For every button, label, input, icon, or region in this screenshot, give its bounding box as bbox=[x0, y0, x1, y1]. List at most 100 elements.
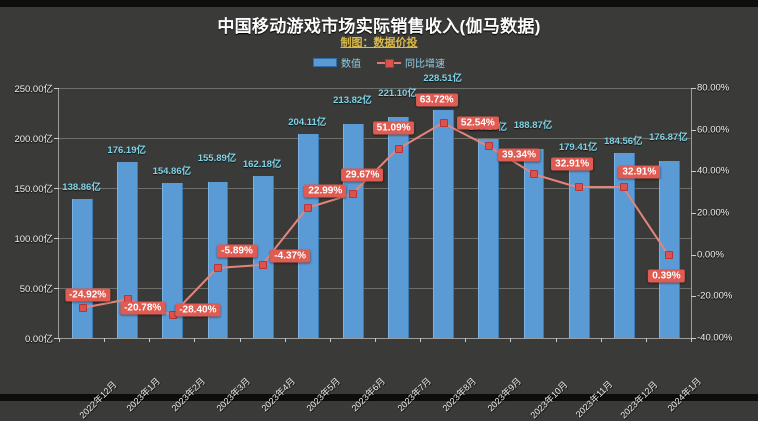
legend-line-swatch-icon bbox=[377, 58, 401, 68]
x-axis-tick-mark bbox=[329, 338, 331, 342]
line-value-label: 51.09% bbox=[372, 121, 415, 135]
x-axis-tick-mark bbox=[194, 338, 196, 342]
bar-value-label: 184.56亿 bbox=[604, 136, 643, 148]
bar-2023年7月[interactable] bbox=[388, 116, 410, 338]
chart-title: 中国移动游戏市场实际销售收入(伽马数据) bbox=[217, 17, 541, 36]
bar-2023年2月[interactable] bbox=[162, 183, 184, 338]
line-value-label: -5.89% bbox=[217, 244, 257, 258]
y2-axis-tick-mark bbox=[691, 296, 696, 298]
legend-item-bar[interactable]: 数值 bbox=[313, 55, 361, 70]
bar-value-label: 138.86亿 bbox=[62, 182, 101, 194]
chart-legend: 数值 同比增速 bbox=[0, 55, 758, 70]
line-series-layer bbox=[59, 88, 691, 338]
y2-axis-tick-mark bbox=[691, 129, 696, 131]
bar-value-label: 179.41亿 bbox=[558, 141, 598, 153]
line-value-label: 52.54% bbox=[456, 116, 499, 130]
line-point-2023年9月[interactable] bbox=[484, 142, 493, 151]
bar-2023年10月[interactable] bbox=[523, 149, 545, 338]
line-value-label: 39.34% bbox=[498, 148, 540, 162]
line-point-2023年11月[interactable] bbox=[575, 183, 584, 192]
y-axis-tick-label: 200.00亿 bbox=[14, 134, 53, 145]
line-point-2023年5月[interactable] bbox=[304, 203, 313, 212]
y2-axis-tick-mark bbox=[691, 88, 696, 89]
y-axis-tick-mark bbox=[54, 188, 59, 189]
line-segment bbox=[216, 263, 263, 269]
top-border-band bbox=[0, 0, 758, 7]
bar-2023年1月[interactable] bbox=[117, 161, 139, 338]
bar-value-label: 154.86亿 bbox=[152, 166, 192, 178]
line-segment bbox=[578, 186, 624, 189]
line-point-2023年8月[interactable] bbox=[439, 118, 448, 127]
plot-area: 138.86亿 176.19亿 154.86亿 155.89亿 162.18亿 204.1… bbox=[14, 73, 732, 421]
bar-value-label: 176.87亿 bbox=[649, 132, 688, 144]
y-axis-tick-mark bbox=[54, 88, 59, 89]
y-axis-tick-mark bbox=[54, 238, 59, 239]
y2-axis-tick-mark bbox=[691, 338, 696, 339]
y2-axis-tick-label: -20.00% bbox=[697, 290, 733, 302]
line-point-2022年12月[interactable] bbox=[78, 303, 87, 312]
y2-axis-tick-label: 40.00% bbox=[697, 165, 730, 177]
y2-axis-tick-label: 80.00% bbox=[697, 82, 730, 94]
line-value-label: -28.40% bbox=[175, 303, 221, 317]
bar-2023年3月[interactable] bbox=[207, 182, 229, 338]
line-point-2023年3月[interactable] bbox=[214, 263, 222, 272]
x-axis-tick-mark bbox=[465, 338, 467, 342]
line-point-2023年10月[interactable] bbox=[530, 169, 538, 178]
y2-axis-tick-label: -40.00% bbox=[697, 332, 733, 344]
bar-2023年9月[interactable] bbox=[478, 138, 500, 338]
x-axis-tick-mark bbox=[510, 338, 512, 342]
x-axis-tick-mark bbox=[104, 338, 106, 342]
legend-line-label: 同比增速 bbox=[405, 59, 445, 70]
bar-2023年11月[interactable] bbox=[568, 158, 590, 338]
gridline bbox=[59, 138, 691, 139]
line-value-label: 29.67% bbox=[341, 168, 384, 182]
gridline bbox=[59, 188, 691, 189]
y2-axis-tick-label: 20.00% bbox=[697, 207, 730, 219]
y-axis-tick-label: 250.00亿 bbox=[14, 84, 53, 95]
bar-2022年12月[interactable] bbox=[72, 199, 94, 338]
x-axis-tick-mark bbox=[375, 338, 376, 342]
x-axis-tick-mark bbox=[420, 338, 422, 342]
x-axis-tick-mark bbox=[600, 338, 602, 342]
bar-value-label: 176.19亿 bbox=[107, 144, 146, 156]
x-axis-tick-mark bbox=[645, 338, 647, 342]
y-axis-tick-mark bbox=[54, 288, 59, 289]
bar-value-label: 188.87亿 bbox=[513, 120, 553, 132]
line-value-label: 0.39% bbox=[648, 269, 685, 283]
y-axis-tick-label: 0.00亿 bbox=[25, 334, 53, 345]
y2-axis-tick-mark bbox=[691, 171, 696, 173]
line-value-label: 32.91% bbox=[551, 157, 594, 171]
x-axis-tick-mark bbox=[239, 338, 241, 342]
line-point-2023年6月[interactable] bbox=[349, 189, 358, 198]
line-segment bbox=[622, 186, 670, 256]
line-value-label: 22.99% bbox=[304, 184, 347, 198]
legend-item-line[interactable]: 同比增速 bbox=[377, 55, 445, 70]
bar-2023年8月[interactable] bbox=[433, 109, 455, 338]
bar-value-label: 228.51亿 bbox=[423, 72, 462, 84]
y-axis-tick-label: 100.00亿 bbox=[14, 234, 53, 245]
line-point-2023年4月[interactable] bbox=[259, 260, 268, 269]
line-point-2023年12月[interactable] bbox=[620, 183, 629, 192]
gridline bbox=[59, 238, 691, 239]
y2-axis-tick-mark bbox=[691, 213, 696, 214]
line-value-label: 63.72% bbox=[415, 93, 458, 107]
line-point-2023年7月[interactable] bbox=[394, 145, 403, 154]
x-axis-tick-mark bbox=[59, 338, 60, 342]
x-axis-tick-mark bbox=[555, 338, 557, 342]
y2-axis-tick-mark bbox=[691, 254, 696, 256]
x-axis-tick-mark bbox=[691, 338, 692, 342]
legend-bar-label: 数值 bbox=[341, 59, 361, 70]
chart-subtitle: 制图：数据价投 bbox=[340, 37, 418, 49]
bar-value-label: 162.18亿 bbox=[242, 158, 282, 170]
y-axis-tick-mark bbox=[54, 338, 59, 339]
bar-2024年1月[interactable] bbox=[658, 161, 680, 338]
bar-value-label: 204.11亿 bbox=[288, 116, 327, 128]
bar-value-label: 221.10亿 bbox=[378, 87, 417, 99]
bottom-border-band bbox=[0, 394, 758, 401]
line-value-label: -24.92% bbox=[64, 288, 111, 302]
y-axis-tick-label: 150.00亿 bbox=[14, 184, 53, 195]
line-point-2024年1月[interactable] bbox=[665, 250, 674, 259]
legend-bar-swatch-icon bbox=[313, 58, 337, 67]
y2-axis-tick-label: 0.00% bbox=[697, 249, 724, 261]
